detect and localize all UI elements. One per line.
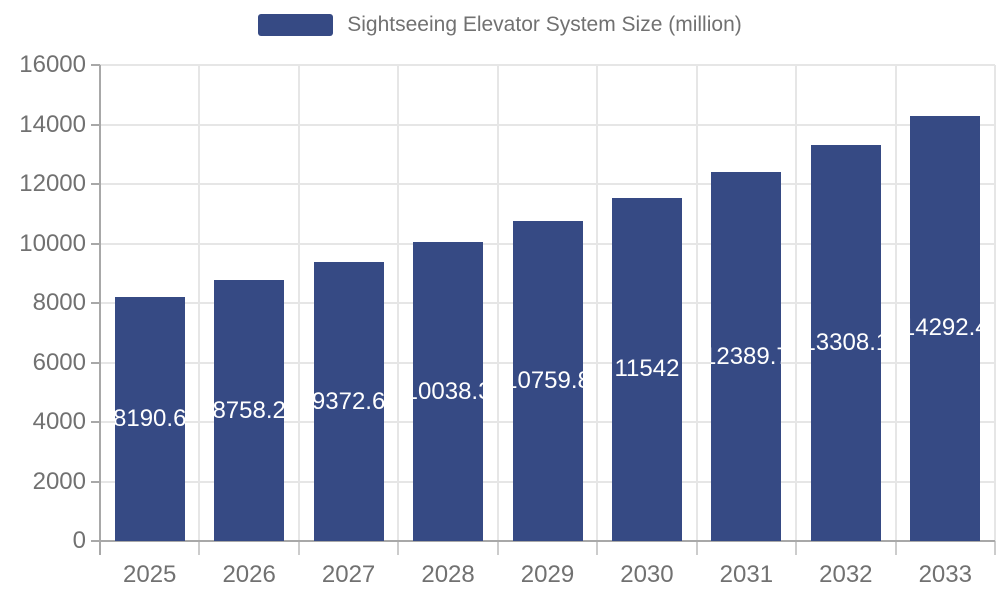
- x-axis-tick: [198, 541, 201, 555]
- grid-line-horizontal: [100, 183, 995, 185]
- grid-line-horizontal: [100, 123, 995, 126]
- grid-line-vertical: [596, 65, 599, 541]
- y-axis-tick: [91, 64, 100, 66]
- y-axis-tick: [91, 183, 100, 185]
- x-axis-tick: [894, 541, 897, 555]
- y-axis-tick-label: 8000: [32, 289, 86, 316]
- x-axis-tick-label: 2031: [719, 561, 774, 588]
- bar-2029[interactable]: 10759.8: [512, 220, 583, 541]
- bar-value-label: 8190.6: [114, 405, 185, 433]
- bar-value-label: 8758.2: [214, 396, 285, 424]
- grid-line-vertical: [994, 65, 996, 541]
- x-axis-tick-label: 2028: [421, 561, 475, 588]
- y-axis-tick: [91, 242, 100, 245]
- bar-2031[interactable]: 12389.7: [711, 172, 782, 541]
- y-axis-tick: [91, 540, 100, 542]
- x-axis-tick-label: 2027: [321, 561, 376, 588]
- x-axis-tick-label: 2032: [819, 561, 873, 588]
- legend[interactable]: Sightseeing Elevator System Size (millio…: [0, 14, 1000, 36]
- x-axis-tick: [695, 541, 698, 555]
- x-axis-tick: [297, 541, 300, 555]
- bar-2033[interactable]: 14292.4: [910, 115, 981, 541]
- bar-2025[interactable]: 8190.6: [114, 297, 185, 541]
- x-axis-tick-label: 2029: [520, 561, 575, 588]
- y-axis-tick-label: 14000: [19, 110, 86, 138]
- bar-value-label: 14292.4: [910, 314, 980, 342]
- grid-line-vertical: [695, 65, 698, 541]
- legend-color-swatch: [258, 14, 334, 36]
- x-axis-tick-label: 2033: [918, 561, 972, 588]
- grid-line-horizontal: [100, 64, 995, 66]
- bar-2030[interactable]: 11542: [611, 197, 682, 541]
- bar-value-label: 9372.6: [313, 387, 384, 415]
- bar-2027[interactable]: 9372.6: [313, 262, 384, 541]
- grid-line-vertical: [496, 65, 499, 541]
- grid-line-vertical: [397, 65, 400, 541]
- bar-2028[interactable]: 10038.3: [413, 242, 484, 541]
- y-axis-tick-label: 4000: [32, 408, 86, 435]
- bar-value-label: 10038.3: [413, 377, 483, 405]
- x-axis-line: [99, 540, 995, 542]
- bar-2026[interactable]: 8758.2: [214, 280, 285, 541]
- y-axis-tick-label: 2000: [32, 467, 86, 495]
- y-axis-tick-label: 10000: [19, 229, 86, 257]
- y-axis-tick: [91, 123, 100, 126]
- grid-line-vertical: [198, 65, 201, 541]
- x-axis-tick: [397, 541, 400, 555]
- y-axis-tick: [91, 302, 100, 304]
- x-axis-tick-label: 2030: [620, 561, 674, 588]
- y-axis-tick: [91, 480, 100, 483]
- x-axis-tick: [496, 541, 499, 555]
- x-axis-tick: [795, 541, 798, 555]
- x-axis-tick-label: 2025: [123, 561, 177, 588]
- grid-line-vertical: [894, 65, 897, 541]
- x-axis-tick: [994, 541, 996, 555]
- y-axis-tick-label: 0: [72, 527, 86, 554]
- y-axis-tick-label: 16000: [19, 51, 86, 78]
- legend-series-label: Sightseeing Elevator System Size (millio…: [347, 13, 742, 36]
- bar-value-label: 11542: [614, 355, 680, 383]
- y-axis-tick-label: 12000: [19, 170, 86, 197]
- x-axis-tick-label: 2026: [222, 561, 276, 588]
- bar-value-label: 12389.7: [711, 342, 781, 370]
- y-axis-line: [99, 65, 101, 555]
- grid-line-vertical: [795, 65, 798, 541]
- bar-value-label: 10759.8: [513, 366, 583, 394]
- y-axis-tick: [91, 421, 100, 423]
- x-axis-tick: [596, 541, 599, 555]
- y-axis-tick: [91, 361, 100, 364]
- grid-line-vertical: [297, 65, 300, 541]
- y-axis-tick-label: 6000: [32, 348, 86, 376]
